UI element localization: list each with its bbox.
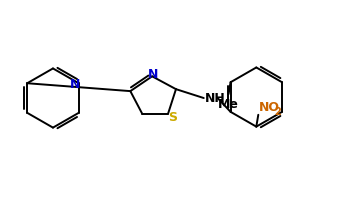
Text: Me: Me — [218, 98, 239, 111]
Text: 2: 2 — [274, 107, 281, 117]
Text: NO: NO — [259, 101, 280, 114]
Text: NH: NH — [205, 92, 225, 105]
Text: N: N — [148, 68, 158, 81]
Text: S: S — [168, 111, 177, 124]
Text: N: N — [70, 78, 80, 91]
